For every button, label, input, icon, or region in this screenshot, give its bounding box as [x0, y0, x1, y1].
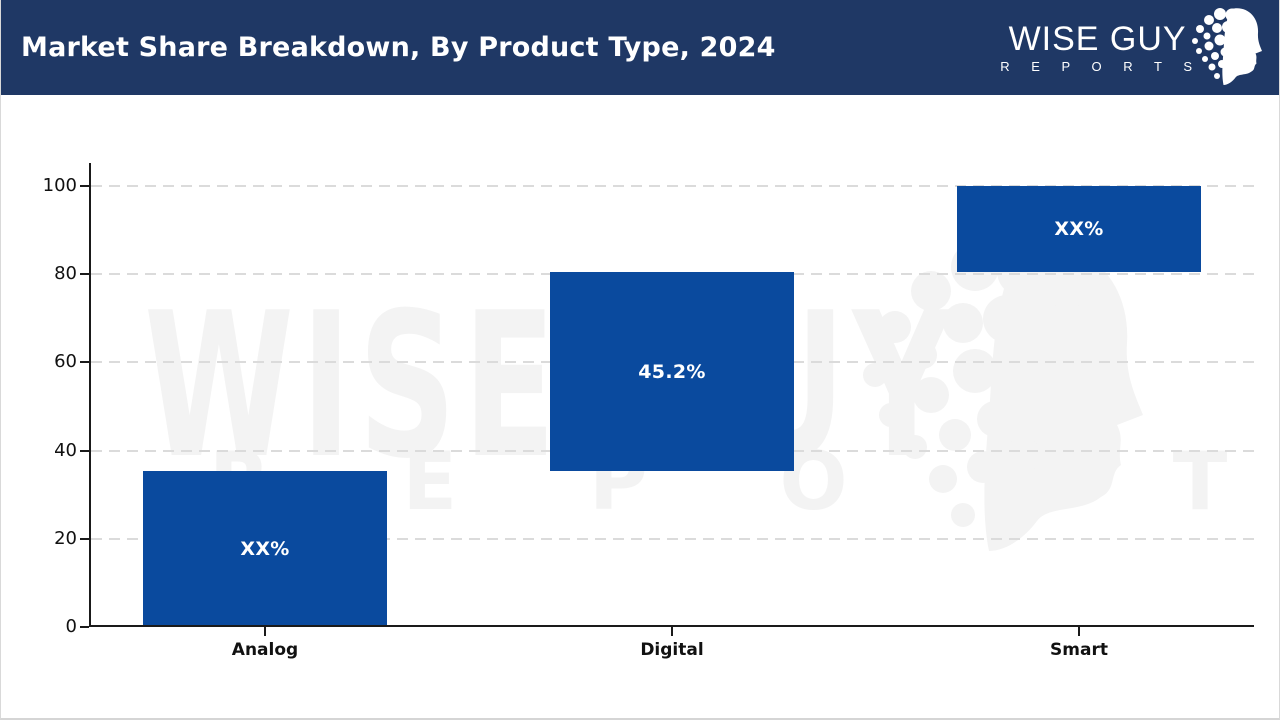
logo-text: WISE GUY R E P O R T S	[994, 22, 1201, 74]
chart-title: Market Share Breakdown, By Product Type,…	[21, 32, 776, 63]
x-axis-tick	[264, 627, 266, 636]
y-tick-label: 60	[54, 351, 77, 373]
y-tick-label: 20	[54, 527, 77, 549]
y-axis-tick	[80, 273, 89, 276]
x-tick-label-analog: Analog	[231, 640, 299, 660]
gridline	[91, 185, 1254, 187]
y-tick-label: 100	[42, 175, 77, 196]
bar-digital: 45.2%	[550, 272, 794, 472]
logo-wordmark: WISE GUY	[1008, 19, 1187, 58]
y-axis-tick	[80, 449, 89, 452]
x-tick-label-digital: Digital	[640, 640, 704, 660]
bar-analog: XX%	[143, 471, 387, 627]
x-axis-tick	[1078, 627, 1080, 636]
x-axis-tick	[671, 627, 673, 636]
bar-smart: XX%	[957, 186, 1201, 272]
y-axis-tick	[80, 185, 89, 187]
y-tick-label: 0	[65, 616, 77, 637]
y-axis-tick	[80, 537, 89, 540]
header-bar: Market Share Breakdown, By Product Type,…	[1, 0, 1279, 95]
wise-guy-reports-logo: WISE GUY R E P O R T S	[994, 6, 1265, 90]
y-axis-tick	[80, 361, 89, 364]
x-tick-label-smart: Smart	[1050, 640, 1108, 660]
bar-value-label: XX%	[240, 538, 290, 561]
y-tick-label: 80	[54, 263, 77, 285]
plot-area: 0 20 40 60 80 100 XX% Analog 45.2% Digital XX% Smar…	[43, 163, 1254, 660]
y-axis-tick	[80, 626, 89, 628]
dotted-head-profile-icon	[1192, 7, 1262, 85]
bar-value-label: XX%	[1054, 218, 1104, 240]
y-tick-label: 40	[54, 439, 77, 461]
logo-subtitle: R E P O R T S	[1000, 58, 1201, 74]
y-axis	[89, 163, 91, 627]
x-axis	[89, 625, 1254, 627]
bar-value-label: 45.2%	[638, 360, 706, 383]
gridline	[91, 537, 1254, 540]
